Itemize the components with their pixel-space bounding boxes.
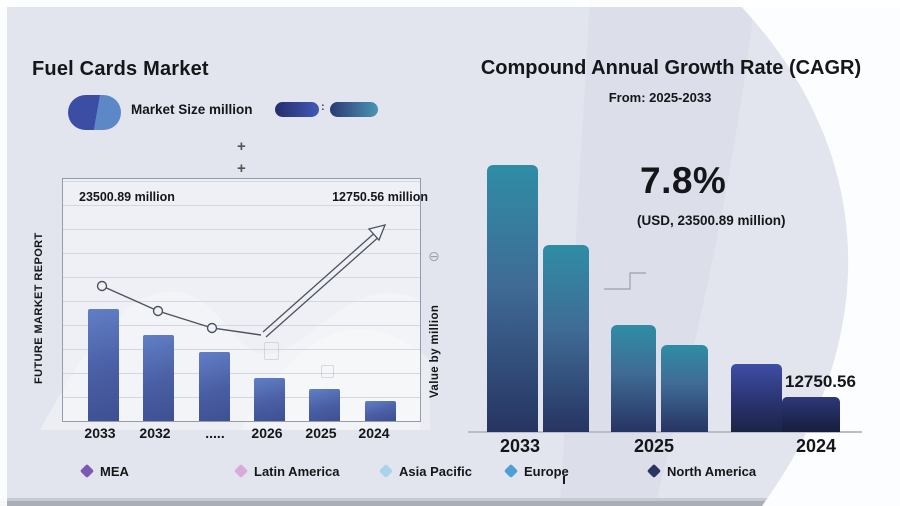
x-label-ellipsis: ..... (205, 425, 225, 441)
tick-mark (563, 476, 565, 484)
x-label-2032: 2032 (139, 425, 171, 441)
diamond-icon (233, 463, 249, 479)
legend-label: MEA (100, 463, 129, 479)
cagr-bar-2024-b (782, 397, 840, 432)
diamond-icon (503, 463, 519, 479)
left-bar-2024 (365, 401, 396, 421)
arrow-line (262, 229, 379, 333)
x-label-2024: 2024 (795, 436, 837, 456)
step-line-decor (604, 272, 646, 290)
faint-document-icon (321, 365, 334, 378)
gradient-pill-icon (275, 102, 319, 117)
legend-label: North America (667, 463, 757, 479)
x-label-2033: 2033 (499, 436, 541, 456)
x-label-2025: 2025 (305, 425, 337, 441)
cagr-bar-2024-a (731, 364, 782, 432)
white-right-region (735, 0, 900, 506)
start-value-annotation: 23500.89 million (79, 190, 175, 204)
bottom-strip (0, 498, 780, 506)
cylinder-icon (68, 95, 121, 130)
arrow-line (265, 234, 382, 338)
arrowhead-icon (367, 224, 387, 242)
cagr-bar-2025-b (661, 345, 708, 432)
x-label-2033: 2033 (84, 425, 116, 441)
diamond-icon (646, 463, 662, 479)
cagr-value: 7.8% (640, 160, 727, 201)
plus-mark-icon: + (237, 160, 246, 177)
x-label-2025: 2025 (633, 436, 675, 456)
left-bar-2026 (254, 378, 285, 421)
left-bar-2025 (309, 389, 340, 421)
market-size-chart: 23500.89 million 12750.56 million (62, 178, 428, 422)
x-label-2024: 2024 (358, 425, 390, 441)
wedge-shape (560, 0, 755, 506)
cagr-bar-2025-a (611, 325, 656, 432)
gradient-pill-icon (330, 102, 378, 117)
cagr-bar-2033-b (543, 245, 589, 432)
right-panel-subtitle: From: 2025-2033 (608, 90, 712, 105)
left-bar-ellipsis (199, 352, 230, 421)
trend-line-overlay (96, 224, 387, 338)
diamond-icon (79, 463, 95, 479)
right-panel-title: Compound Annual Growth Rate (CAGR) (480, 57, 862, 79)
legend-item-asia-pacific: Asia Pacific (378, 463, 472, 479)
end-value-annotation: 12750.56 million (332, 190, 428, 204)
legend-label: Latin America (254, 463, 340, 479)
top-frame-strip (0, 0, 900, 7)
future-market-report-label: FUTURE MARKET REPORT (33, 232, 45, 384)
left-bar-2032 (143, 335, 174, 421)
legend-item-mea: MEA (79, 463, 129, 479)
series-legend-label: Market Size million (131, 102, 253, 117)
line-marker (206, 322, 218, 334)
pill-separator: : (321, 101, 325, 113)
line-marker (96, 280, 108, 292)
cagr-bar-2033-a (487, 165, 538, 432)
value-axis-label: Value by million (429, 304, 441, 398)
legend-label: Asia Pacific (399, 463, 472, 479)
x-axis-line (468, 431, 862, 433)
diamond-icon (378, 463, 394, 479)
x-label-2026: 2026 (251, 425, 283, 441)
legend-item-latin-america: Latin America (233, 463, 340, 479)
line-marker (152, 305, 164, 317)
left-frame-strip (0, 0, 7, 506)
left-panel-title: Fuel Cards Market (32, 58, 209, 80)
faint-document-icon (264, 342, 279, 360)
left-bar-2033 (88, 309, 119, 421)
cagr-basis: (USD, 23500.89 million) (637, 213, 786, 228)
plus-mark-icon: + (237, 138, 246, 155)
legend-item-north-america: North America (646, 463, 757, 479)
trend-line (101, 285, 262, 336)
bar-value-label: 12750.56 (785, 372, 856, 391)
legend-label: Europe (524, 463, 569, 479)
minus-circle-icon: ⊖ (428, 248, 440, 264)
bottom-strip-highlight (0, 498, 780, 501)
legend-item-europe: Europe (503, 463, 569, 479)
